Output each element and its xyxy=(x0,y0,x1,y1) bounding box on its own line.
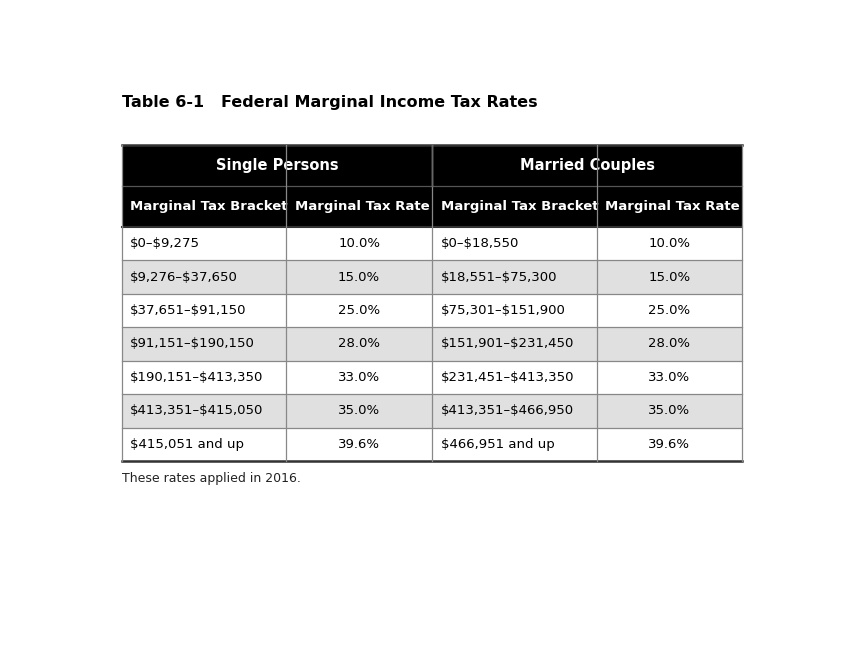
Bar xyxy=(432,294,597,327)
Text: Marginal Tax Rate: Marginal Tax Rate xyxy=(295,200,429,213)
Text: 33.0%: 33.0% xyxy=(338,371,380,384)
Bar xyxy=(286,428,432,461)
Bar xyxy=(432,186,597,227)
Text: 15.0%: 15.0% xyxy=(648,271,690,284)
Bar xyxy=(597,361,743,394)
Text: 15.0%: 15.0% xyxy=(338,271,380,284)
Bar xyxy=(286,260,432,294)
Text: \$190,151–\$413,350: \$190,151–\$413,350 xyxy=(130,371,264,384)
Text: Marginal Tax Bracket: Marginal Tax Bracket xyxy=(130,200,287,213)
Text: 25.0%: 25.0% xyxy=(338,304,380,317)
Bar xyxy=(286,294,432,327)
Text: \$0–\$18,550: \$0–\$18,550 xyxy=(441,237,519,250)
Text: \$75,301–\$151,900: \$75,301–\$151,900 xyxy=(441,304,566,317)
Bar xyxy=(597,260,743,294)
Bar xyxy=(286,186,432,227)
Bar xyxy=(597,327,743,361)
Bar xyxy=(286,327,432,361)
Text: \$18,551–\$75,300: \$18,551–\$75,300 xyxy=(441,271,557,284)
Text: These rates applied in 2016.: These rates applied in 2016. xyxy=(121,472,301,485)
Text: Marginal Tax Bracket: Marginal Tax Bracket xyxy=(441,200,598,213)
Text: 28.0%: 28.0% xyxy=(338,338,380,351)
Bar xyxy=(121,394,286,428)
Bar xyxy=(432,327,597,361)
Text: \$91,151–\$190,150: \$91,151–\$190,150 xyxy=(130,338,255,351)
Text: 25.0%: 25.0% xyxy=(648,304,690,317)
Text: \$231,451–\$413,350: \$231,451–\$413,350 xyxy=(441,371,574,384)
Text: \$37,651–\$91,150: \$37,651–\$91,150 xyxy=(130,304,247,317)
Bar xyxy=(121,294,286,327)
Text: Marginal Tax Rate: Marginal Tax Rate xyxy=(605,200,739,213)
Text: \$466,951 and up: \$466,951 and up xyxy=(441,438,555,451)
Bar xyxy=(121,327,286,361)
Bar xyxy=(286,394,432,428)
Bar xyxy=(121,428,286,461)
Bar xyxy=(432,260,597,294)
Text: 35.0%: 35.0% xyxy=(648,404,690,417)
Text: \$415,051 and up: \$415,051 and up xyxy=(130,438,244,451)
Bar xyxy=(432,394,597,428)
Text: 28.0%: 28.0% xyxy=(648,338,690,351)
Text: 39.6%: 39.6% xyxy=(648,438,690,451)
Bar xyxy=(286,227,432,260)
Bar xyxy=(121,260,286,294)
Text: Table 6-1   Federal Marginal Income Tax Rates: Table 6-1 Federal Marginal Income Tax Ra… xyxy=(121,95,537,110)
Bar xyxy=(597,428,743,461)
Text: \$151,901–\$231,450: \$151,901–\$231,450 xyxy=(441,338,574,351)
Bar xyxy=(597,394,743,428)
Text: \$413,351–\$415,050: \$413,351–\$415,050 xyxy=(130,404,264,417)
Text: 33.0%: 33.0% xyxy=(648,371,690,384)
Bar xyxy=(597,294,743,327)
Text: 35.0%: 35.0% xyxy=(338,404,380,417)
Bar xyxy=(286,361,432,394)
Bar xyxy=(432,361,597,394)
Bar xyxy=(121,186,286,227)
Text: 39.6%: 39.6% xyxy=(338,438,380,451)
Text: 10.0%: 10.0% xyxy=(338,237,380,250)
Text: 10.0%: 10.0% xyxy=(648,237,690,250)
Text: \$9,276–\$37,650: \$9,276–\$37,650 xyxy=(130,271,238,284)
Bar xyxy=(121,227,286,260)
Text: \$413,351–\$466,950: \$413,351–\$466,950 xyxy=(441,404,573,417)
Bar xyxy=(597,227,743,260)
Bar xyxy=(121,361,286,394)
Text: \$0–\$9,275: \$0–\$9,275 xyxy=(130,237,200,250)
Bar xyxy=(432,428,597,461)
Bar xyxy=(597,186,743,227)
Text: Single Persons: Single Persons xyxy=(216,158,338,173)
Bar xyxy=(432,227,597,260)
Bar xyxy=(121,145,432,186)
Text: Married Couples: Married Couples xyxy=(519,158,655,173)
Bar xyxy=(432,145,743,186)
